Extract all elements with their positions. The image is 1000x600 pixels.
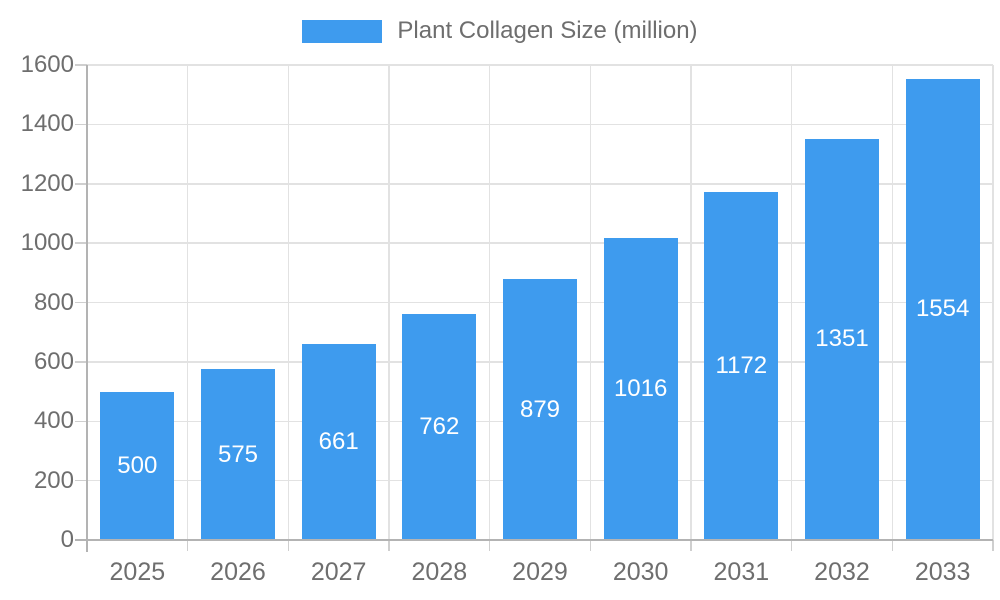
y-tick bbox=[75, 479, 87, 482]
x-tick bbox=[790, 540, 793, 551]
x-axis-label: 2030 bbox=[612, 558, 669, 586]
x-tick bbox=[589, 540, 592, 551]
x-axis-label: 2029 bbox=[512, 558, 568, 586]
y-tick bbox=[75, 123, 87, 126]
bar[interactable] bbox=[603, 238, 678, 540]
gridline-h bbox=[87, 123, 993, 126]
x-axis-label: 2031 bbox=[713, 558, 770, 586]
x-axis-label: 2032 bbox=[814, 558, 870, 586]
y-axis-line bbox=[86, 65, 88, 552]
gridline-v bbox=[790, 65, 793, 540]
gridline-v bbox=[891, 65, 894, 540]
legend-label: Plant Collagen Size (million) bbox=[397, 17, 698, 44]
y-axis-label: 200 bbox=[33, 466, 74, 494]
y-axis-label: 1600 bbox=[20, 51, 74, 78]
bar[interactable] bbox=[503, 279, 577, 540]
x-tick bbox=[690, 540, 692, 551]
bar[interactable] bbox=[905, 78, 980, 540]
x-tick bbox=[488, 540, 491, 551]
x-axis: 2025 2026 2027 2028 2029 2030 2031 2032 2033 bbox=[87, 556, 993, 590]
x-tick bbox=[186, 540, 189, 551]
x-axis-label: 2026 bbox=[210, 558, 266, 586]
gridline-v bbox=[488, 65, 491, 540]
gridline-h bbox=[87, 183, 993, 185]
y-axis-label: 1200 bbox=[20, 169, 74, 197]
bar[interactable] bbox=[100, 391, 175, 540]
gridline-h bbox=[87, 64, 993, 66]
x-axis-label: 2027 bbox=[310, 558, 367, 586]
y-axis-label: 800 bbox=[33, 288, 74, 316]
gridline-v bbox=[287, 65, 290, 540]
gridline-v bbox=[589, 65, 592, 540]
y-tick bbox=[75, 64, 87, 66]
gridline-h bbox=[87, 242, 993, 244]
x-axis-label: 2033 bbox=[914, 558, 971, 586]
x-tick bbox=[388, 540, 390, 551]
y-tick bbox=[75, 420, 87, 422]
x-axis-label: 2028 bbox=[411, 558, 468, 586]
bar[interactable] bbox=[301, 343, 376, 540]
gridline-v bbox=[186, 65, 189, 540]
y-axis-label: 1000 bbox=[20, 229, 74, 257]
legend[interactable]: Plant Collagen Size (million) bbox=[0, 17, 1000, 45]
legend-swatch bbox=[302, 19, 383, 43]
bar[interactable] bbox=[201, 369, 275, 540]
y-axis-label: 0 bbox=[60, 526, 74, 553]
gridline-v bbox=[992, 65, 994, 540]
gridline-v bbox=[388, 65, 390, 540]
y-axis: 0 200 400 600 800 1000 1200 1400 1600 bbox=[0, 51, 74, 553]
plot-area: 500 575 661 762 879 1016 1172 1351 1554 bbox=[75, 64, 994, 551]
y-axis-label: 600 bbox=[33, 347, 74, 375]
y-axis-label: 400 bbox=[33, 407, 74, 435]
x-tick bbox=[891, 540, 894, 551]
y-tick bbox=[75, 301, 87, 304]
y-tick bbox=[75, 183, 87, 185]
x-tick bbox=[287, 540, 290, 551]
y-axis-label: 1400 bbox=[20, 110, 74, 138]
gridline-v bbox=[690, 65, 692, 540]
bar[interactable] bbox=[402, 313, 477, 540]
x-axis-line bbox=[75, 539, 993, 541]
y-tick bbox=[75, 242, 87, 244]
bar[interactable] bbox=[704, 192, 779, 540]
x-tick bbox=[992, 540, 994, 551]
x-axis-label: 2025 bbox=[109, 558, 166, 586]
y-tick bbox=[75, 361, 87, 363]
bar[interactable] bbox=[805, 138, 879, 540]
